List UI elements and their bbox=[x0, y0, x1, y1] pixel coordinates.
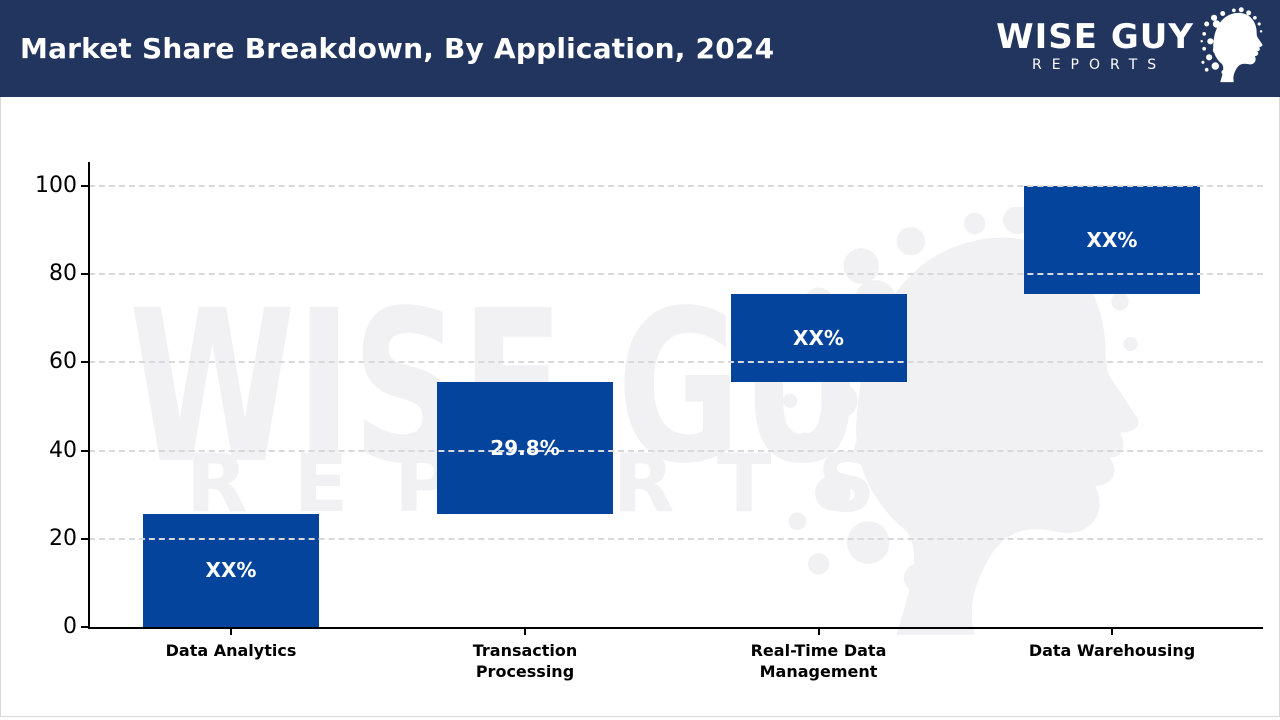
y-tickmark bbox=[81, 185, 89, 187]
gridline bbox=[89, 361, 1263, 364]
category-label: Data Analytics bbox=[165, 641, 297, 660]
y-tick-label: 100 bbox=[35, 173, 77, 198]
y-tick-label: 80 bbox=[49, 261, 77, 287]
bar-value-label: XX% bbox=[205, 558, 257, 583]
category-label: Real-Time Data Management bbox=[750, 641, 887, 681]
y-axis-line bbox=[88, 162, 90, 629]
bar-value-label: XX% bbox=[793, 326, 844, 351]
bar-segment bbox=[437, 382, 613, 514]
brand-logo-text: WISE GUY REPORTS bbox=[996, 18, 1194, 73]
x-tickmark bbox=[524, 629, 526, 635]
brand-logo: WISE GUY REPORTS bbox=[996, 6, 1266, 84]
y-tickmark bbox=[81, 626, 89, 628]
chart-title: Market Share Breakdown, By Application, … bbox=[20, 32, 775, 65]
gridline bbox=[89, 449, 1263, 452]
gridline bbox=[89, 185, 1263, 187]
y-tickmark bbox=[81, 361, 89, 364]
brand-face-icon bbox=[1198, 6, 1266, 84]
bar-value-label: XX% bbox=[1086, 228, 1138, 253]
bar-segment bbox=[730, 294, 907, 383]
category-label: Data Warehousing bbox=[1028, 641, 1196, 660]
chart-area: WISE GUY REPORTS XX%29.8%XX%XX%020406080… bbox=[0, 97, 1280, 717]
category-label: Transaction Processing bbox=[472, 641, 578, 681]
y-tick-label: 20 bbox=[49, 525, 77, 551]
gridline bbox=[89, 273, 1263, 276]
bar-value-label: 29.8% bbox=[490, 435, 560, 460]
y-tickmark bbox=[81, 449, 89, 452]
x-axis-line bbox=[89, 627, 1263, 629]
y-tick-label: 0 bbox=[63, 614, 77, 639]
y-tick-label: 60 bbox=[49, 349, 77, 375]
x-tickmark bbox=[817, 629, 820, 635]
x-tickmark bbox=[230, 629, 232, 635]
y-tickmark bbox=[81, 273, 89, 276]
header-bar: Market Share Breakdown, By Application, … bbox=[0, 0, 1280, 97]
y-tick-label: 40 bbox=[49, 437, 77, 463]
x-tickmark bbox=[1111, 629, 1113, 635]
bar-segment bbox=[143, 513, 319, 627]
brand-logo-line1: WISE GUY bbox=[996, 16, 1194, 57]
brand-logo-line2: REPORTS bbox=[1031, 56, 1167, 73]
bar-segment bbox=[1024, 186, 1200, 295]
y-tickmark bbox=[81, 537, 89, 540]
gridline bbox=[89, 537, 1263, 540]
